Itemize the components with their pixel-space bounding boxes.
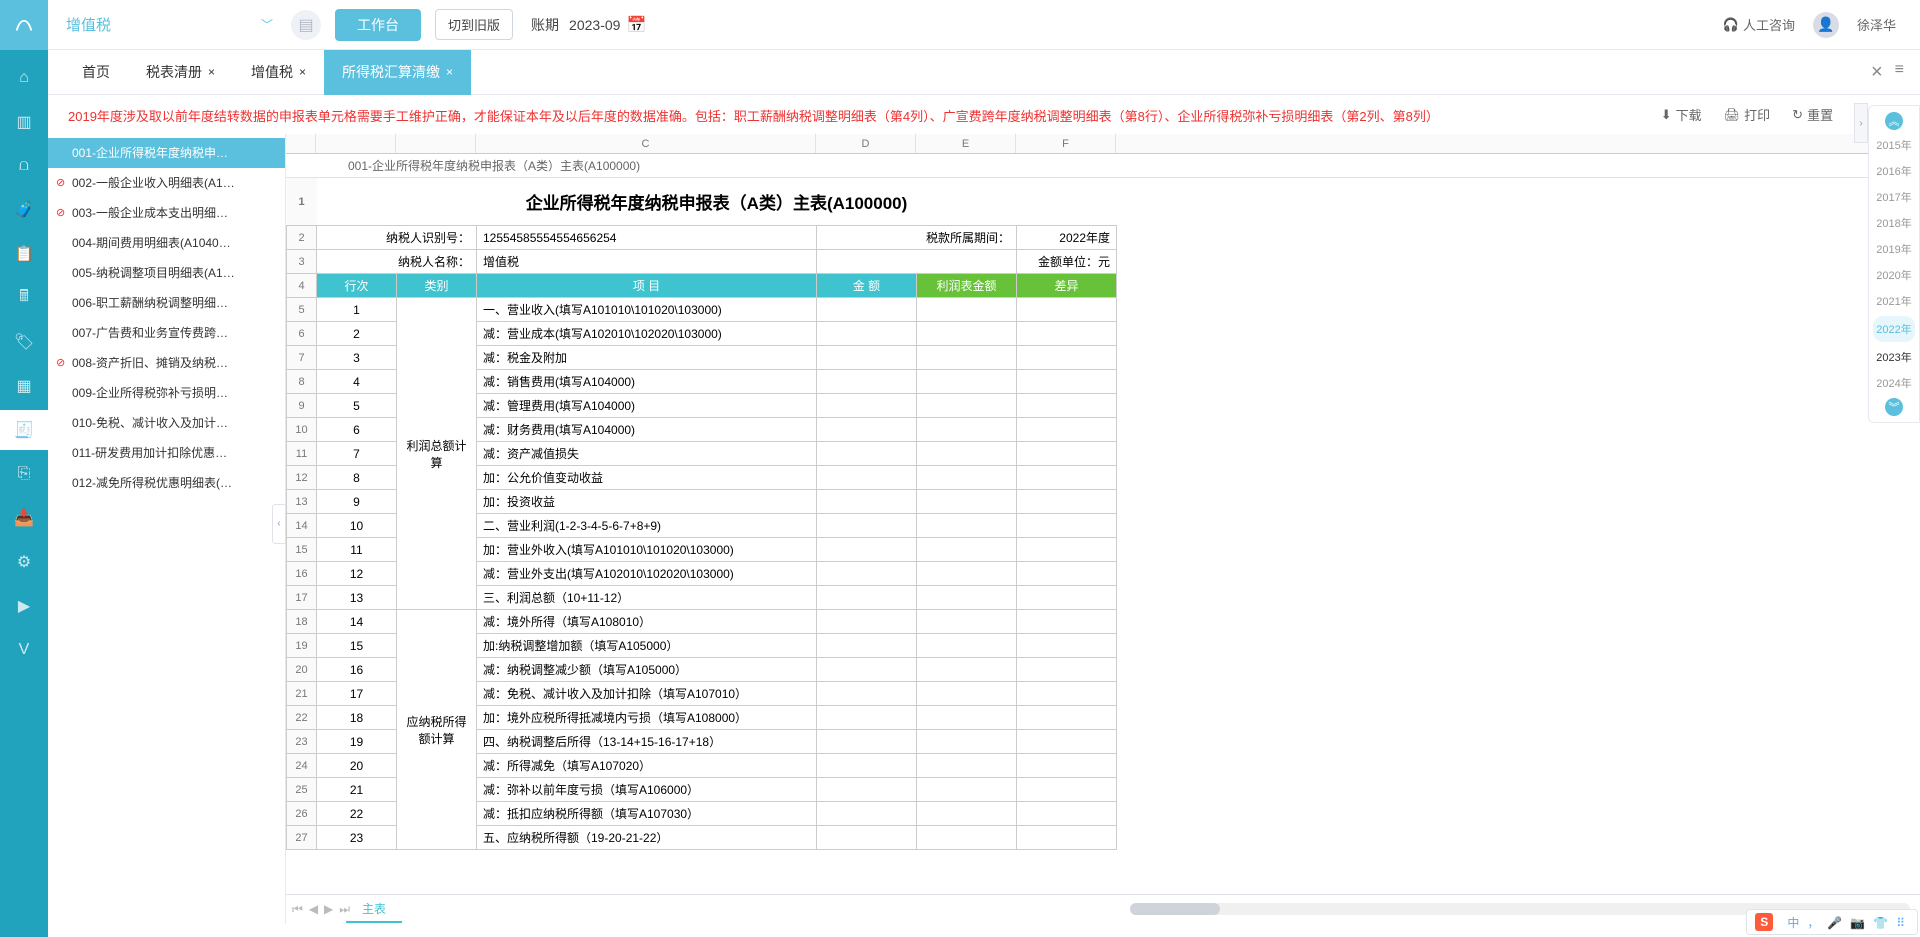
period-label: 账期 [531,15,559,35]
year-2024年[interactable]: 2024年 [1869,370,1919,396]
year-down-icon[interactable]: ︾ [1869,396,1919,418]
side-chart-icon[interactable]: ⩍ [0,146,48,186]
side-inbox-icon[interactable]: 📥 [0,498,48,538]
tab-close-1[interactable]: × [208,65,215,79]
year-2017年[interactable]: 2017年 [1869,184,1919,210]
year-2022年[interactable]: 2022年 [1873,316,1915,342]
table-row[interactable]: 1814应纳税所得额计算减：境外所得（填写A108010） [287,610,1117,634]
formlist-item-4[interactable]: 005-纳税调整项目明细表(A1… [48,258,285,288]
tabs-menu-icon[interactable]: ≡ [1895,61,1904,84]
tab-1[interactable]: 税表清册× [128,50,233,95]
side-clipboard-icon[interactable]: 📋 [0,234,48,274]
year-2021年[interactable]: 2021年 [1869,288,1919,314]
side-grid-icon[interactable]: ▦ [0,366,48,406]
company-name: 增值税 [66,14,111,35]
sheet-nav-prev[interactable]: ◀ [309,902,318,917]
expand-right-handle[interactable]: › [1854,103,1868,143]
collapse-formlist-handle[interactable]: ‹ [272,504,286,544]
side-play-icon[interactable]: ▶ [0,586,48,626]
workspace-button[interactable]: 工作台 [335,9,421,41]
download-button[interactable]: ⬇ 下载 [1661,105,1702,124]
formlist-item-8[interactable]: 009-企业所得税弥补亏损明… [48,378,285,408]
warn-icon: ⊘ [56,176,65,189]
formlist-item-2[interactable]: ⊘003-一般企业成本支出明细… [48,198,285,228]
ime-item-2[interactable]: 🎤 [1827,916,1842,930]
year-2015年[interactable]: 2015年 [1869,132,1919,158]
close-all-tabs-icon[interactable]: × [1871,61,1883,84]
sheet-path: 001-企业所得税年度纳税申报表（A类）主表(A100000) [342,157,640,174]
formlist-item-7[interactable]: ⊘008-资产折旧、摊销及纳税… [48,348,285,378]
history-button[interactable]: ▤ [291,10,321,40]
side-calc-icon[interactable]: 🖩 [0,278,48,318]
side-tax-icon[interactable]: 🧾 [0,410,48,450]
user-name: 徐泽华 [1857,15,1896,34]
year-2020年[interactable]: 2020年 [1869,262,1919,288]
form-list: 001-企业所得税年度纳税申…⊘002-一般企业收入明细表(A1…⊘003-一般… [48,134,286,924]
ime-item-1[interactable]: ， [1807,916,1819,930]
top-bar: 增值税 ﹀ ▤ 工作台 切到旧版 账期 2023-09 📅 🎧 人工咨询 👤 徐… [0,0,1920,50]
sheet-tabs-bar: ⏮ ◀ ▶ ⏭ 主表 [286,894,1920,924]
side-export-icon[interactable]: ⎘ [0,454,48,494]
spreadsheet: C D E F 001-企业所得税年度纳税申报表（A类）主表(A100000) … [286,134,1920,924]
period-value: 2023-09 [569,17,620,33]
top-right-group: 🎧 人工咨询 👤 徐泽华 [1723,12,1920,38]
formlist-item-11[interactable]: 012-减免所得税优惠明细表(… [48,468,285,498]
reset-button[interactable]: ↻ 重置 [1792,105,1833,124]
side-home-icon[interactable]: ⌂ [0,58,48,98]
warn-icon: ⊘ [56,206,65,219]
breadcrumb-row: 001-企业所得税年度纳税申报表（A类）主表(A100000) [286,154,1920,178]
side-tag-icon[interactable]: 🏷 [0,322,48,362]
year-2023年[interactable]: 2023年 [1869,344,1919,370]
avatar[interactable]: 👤 [1813,12,1839,38]
content-area: 2019年度涉及取以前年度结转数据的申报表单元格需要手工维护正确，才能保证本年及… [48,95,1920,937]
sheet-tab-main[interactable]: 主表 [346,896,402,923]
tab-close-3[interactable]: × [446,65,453,79]
tab-0[interactable]: 首页 [64,50,128,95]
sheet-nav-last[interactable]: ⏭ [339,902,350,917]
tab-2[interactable]: 增值税× [233,50,324,95]
side-doc-icon[interactable]: ▥ [0,102,48,142]
formlist-item-0[interactable]: 001-企业所得税年度纳税申… [48,138,285,168]
app-logo[interactable] [0,0,48,50]
year-2019年[interactable]: 2019年 [1869,236,1919,262]
column-headers: C D E F [286,134,1920,154]
ime-logo[interactable]: S [1755,913,1773,931]
tab-3[interactable]: 所得税汇算清缴× [324,50,471,95]
warn-icon: ⊘ [56,356,65,369]
year-2016年[interactable]: 2016年 [1869,158,1919,184]
ime-item-3[interactable]: 📷 [1850,916,1865,930]
left-sidebar: ⌂ ▥ ⩍ 🧳 📋 🖩 🏷 ▦ 🧾 ⎘ 📥 ⚙ ▶ V [0,50,48,937]
sheet-nav-next[interactable]: ▶ [324,902,333,917]
chevron-down-icon: ﹀ [261,16,273,33]
formlist-item-9[interactable]: 010-免税、减计收入及加计… [48,408,285,438]
formlist-item-10[interactable]: 011-研发费用加计扣除优惠… [48,438,285,468]
table-row[interactable]: 51利润总额计算一、营业收入(填写A101010\101020\103000) [287,298,1117,322]
calendar-icon[interactable]: 📅 [626,15,646,35]
ime-item-4[interactable]: 👕 [1873,916,1888,930]
sheet-title: 企业所得税年度纳税申报表（A类）主表(A100000) [317,178,1117,226]
sheet-nav-first[interactable]: ⏮ [292,902,303,917]
support-link[interactable]: 🎧 人工咨询 [1723,15,1795,34]
side-bag-icon[interactable]: 🧳 [0,190,48,230]
company-select[interactable]: 增值税 ﹀ [66,14,273,35]
year-up-icon[interactable]: ︽ [1869,110,1919,132]
formlist-item-5[interactable]: 006-职工薪酬纳税调整明细… [48,288,285,318]
tab-close-2[interactable]: × [299,65,306,79]
grid-body[interactable]: 1企业所得税年度纳税申报表（A类）主表(A100000)2纳税人识别号：1255… [286,178,1920,894]
side-gear-icon[interactable]: ⚙ [0,542,48,582]
formlist-item-3[interactable]: 004-期间费用明细表(A1040… [48,228,285,258]
ime-item-0[interactable]: 中 [1787,916,1799,930]
formlist-item-6[interactable]: 007-广告费和业务宣传费跨… [48,318,285,348]
warning-text: 2019年度涉及取以前年度结转数据的申报表单元格需要手工维护正确，才能保证本年及… [48,95,1920,134]
ime-bar: S 中 ， 🎤 📷 👕 ⠿ [1746,909,1918,935]
year-rail: ︽ 2015年2016年2017年2018年2019年2020年2021年202… [1868,105,1920,423]
year-2018年[interactable]: 2018年 [1869,210,1919,236]
side-v-icon[interactable]: V [0,630,48,670]
formlist-item-1[interactable]: ⊘002-一般企业收入明细表(A1… [48,168,285,198]
print-button[interactable]: 🖨 打印 [1724,105,1771,124]
switch-old-button[interactable]: 切到旧版 [435,9,513,40]
ime-item-5[interactable]: ⠿ [1896,916,1905,930]
tabs-bar: 首页税表清册×增值税×所得税汇算清缴× × ≡ [48,50,1920,95]
